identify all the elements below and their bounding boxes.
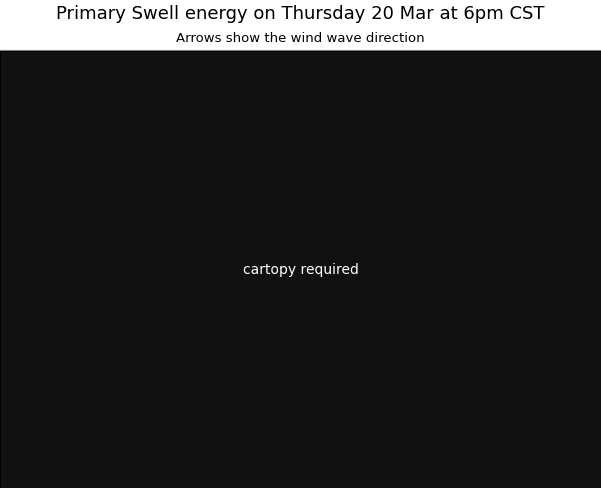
Text: Arrows show the wind wave direction: Arrows show the wind wave direction <box>176 32 425 45</box>
Text: Primary Swell energy on Thursday 20 Mar at 6pm CST: Primary Swell energy on Thursday 20 Mar … <box>56 5 545 23</box>
Text: cartopy required: cartopy required <box>243 263 358 277</box>
